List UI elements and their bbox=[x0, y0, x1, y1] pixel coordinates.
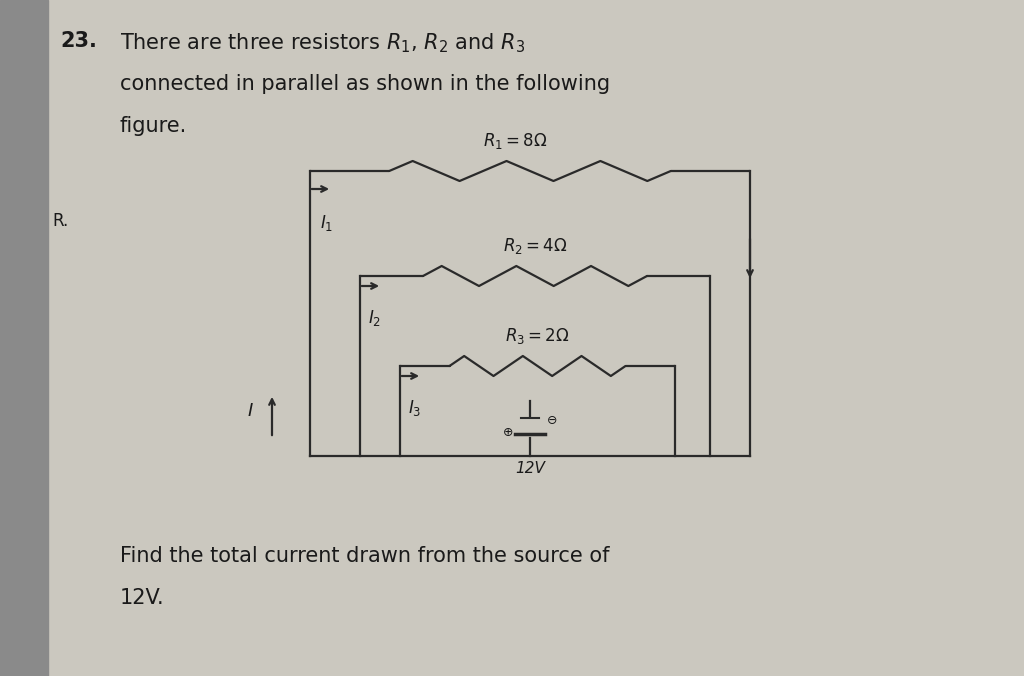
Text: 12V: 12V bbox=[515, 461, 545, 476]
Text: Find the total current drawn from the source of: Find the total current drawn from the so… bbox=[120, 546, 609, 566]
Text: figure.: figure. bbox=[120, 116, 187, 136]
Text: 12V.: 12V. bbox=[120, 588, 165, 608]
Text: connected in parallel as shown in the following: connected in parallel as shown in the fo… bbox=[120, 74, 610, 94]
Text: $R_1=8\Omega$: $R_1=8\Omega$ bbox=[482, 131, 547, 151]
Text: $R_3=2\Omega$: $R_3=2\Omega$ bbox=[505, 326, 569, 346]
Text: There are three resistors $R_1$, $R_2$ and $R_3$: There are three resistors $R_1$, $R_2$ a… bbox=[120, 31, 525, 55]
Text: 23.: 23. bbox=[60, 31, 97, 51]
Text: $I_1$: $I_1$ bbox=[319, 213, 333, 233]
Text: $I_2$: $I_2$ bbox=[368, 308, 381, 328]
Text: $I_3$: $I_3$ bbox=[408, 398, 422, 418]
Text: $I$: $I$ bbox=[247, 402, 253, 420]
Text: R.: R. bbox=[52, 212, 69, 230]
Text: $R_2=4\Omega$: $R_2=4\Omega$ bbox=[503, 236, 567, 256]
Bar bbox=[0, 0, 48, 676]
Text: $\ominus$: $\ominus$ bbox=[547, 414, 558, 427]
Text: $\oplus$: $\oplus$ bbox=[503, 425, 514, 439]
